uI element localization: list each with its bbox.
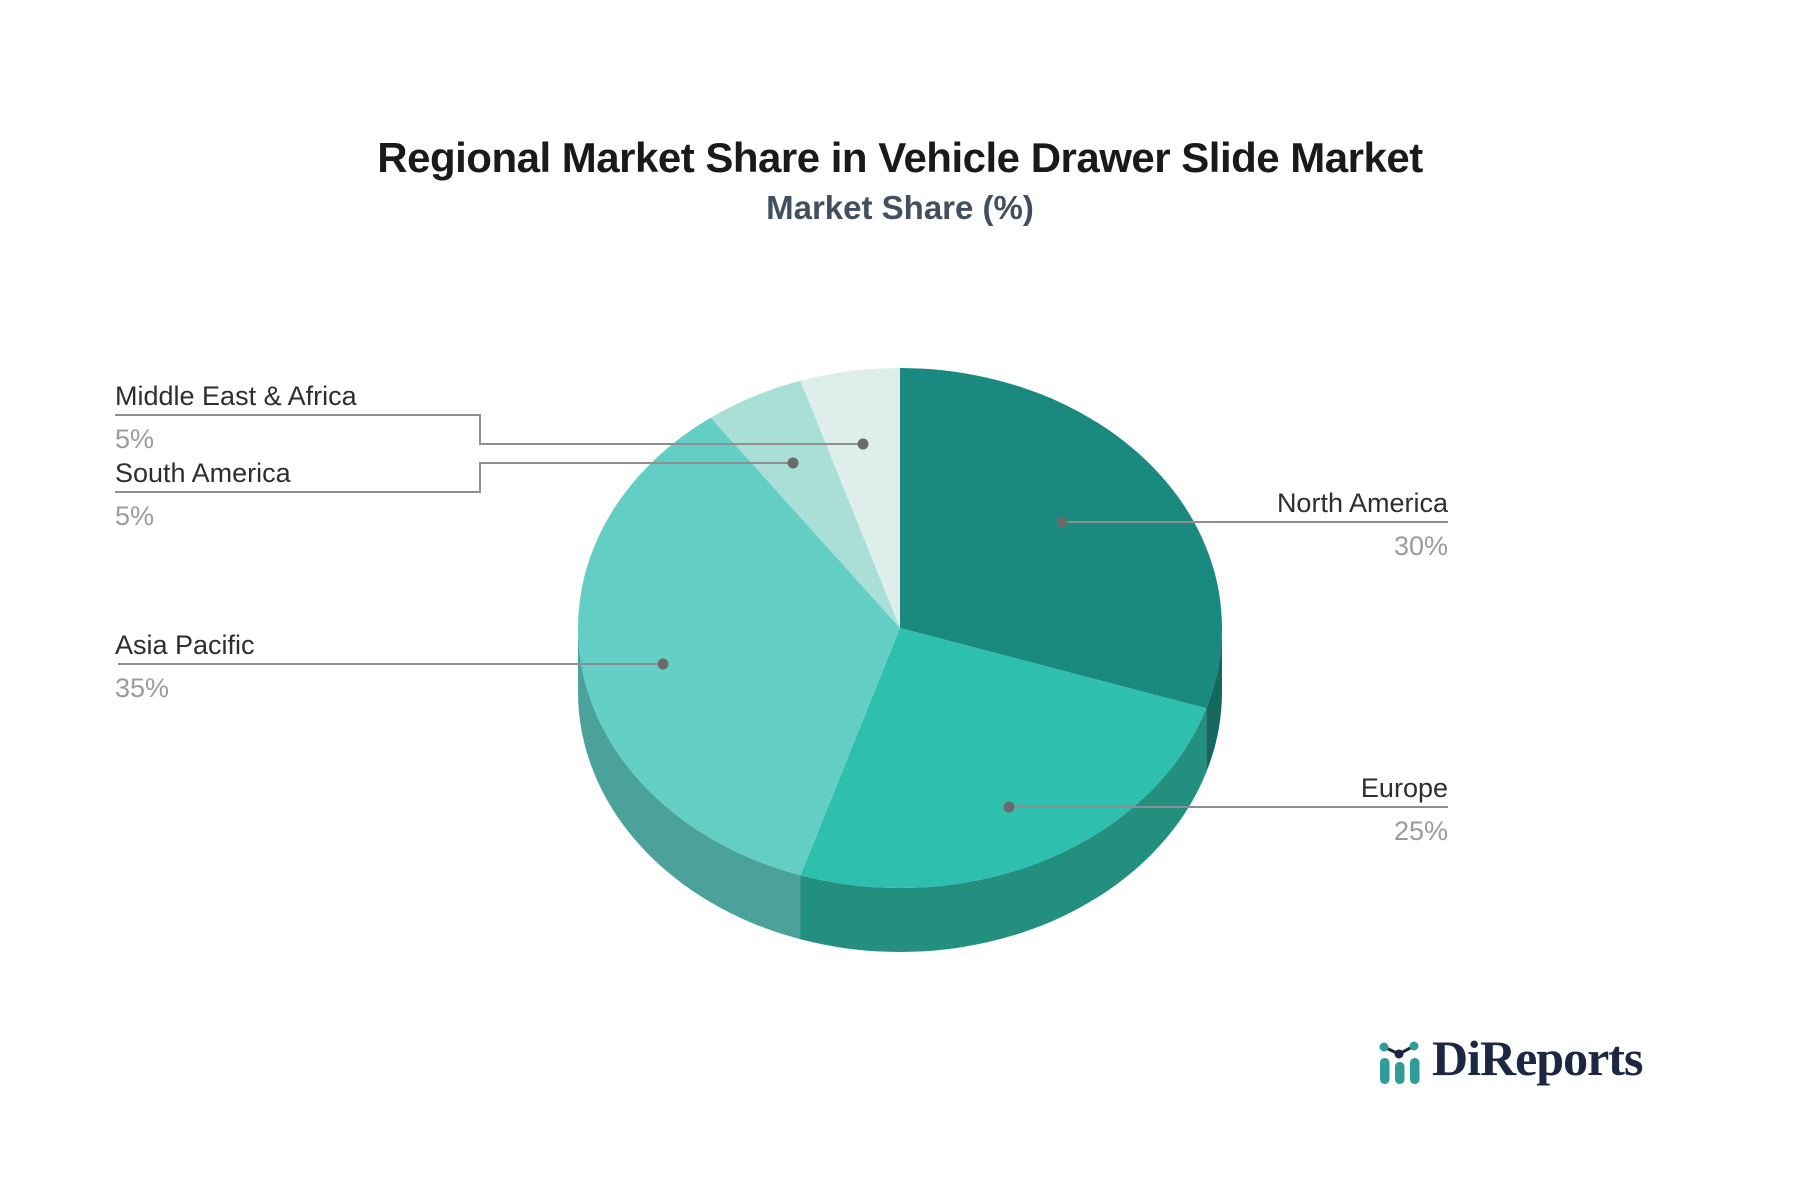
- callout-line: [115, 414, 863, 445]
- pie-slice-europe: [800, 628, 1207, 888]
- pie-slice-side-north-america: [1206, 628, 1222, 773]
- slice-label: Middle East & Africa: [115, 381, 357, 411]
- callout-dot: [787, 457, 799, 469]
- pie-slice-side-asia-pacific: [578, 628, 801, 940]
- slice-value: 5%: [115, 501, 155, 531]
- slice-label: North America: [1276, 488, 1448, 518]
- pie-slice-south-america: [710, 380, 900, 628]
- callout-dot: [857, 438, 869, 450]
- pie-slice-side-europe: [800, 708, 1207, 952]
- slice-value: 30%: [1393, 531, 1448, 561]
- callout-dot: [1056, 516, 1068, 528]
- slice-label: Asia Pacific: [115, 630, 255, 660]
- callout-south-america: South America 5%: [115, 458, 291, 531]
- callout-line: [115, 462, 793, 493]
- chart-subtitle: Market Share (%): [766, 189, 1034, 226]
- bar-line-chart-icon: [1379, 1041, 1420, 1084]
- pie-slice-asia-pacific: [578, 417, 900, 876]
- callout-north-america: North America 30%: [1277, 488, 1448, 561]
- logo-text: DiReports: [1432, 1030, 1643, 1086]
- chart-title: Regional Market Share in Vehicle Drawer …: [377, 134, 1423, 181]
- callout-asia-pacific: Asia Pacific 35%: [115, 630, 255, 703]
- pie-slice-north-america: [900, 368, 1222, 709]
- slice-label: South America: [115, 458, 291, 488]
- direports-logo: DiReports: [1376, 1028, 1643, 1088]
- callout-europe: Europe 25%: [1361, 773, 1448, 846]
- callout-dot: [1003, 801, 1015, 813]
- slice-value: 5%: [115, 424, 155, 454]
- pie-slice-middle-east-africa: [800, 368, 900, 628]
- slice-label: Europe: [1360, 773, 1448, 803]
- slice-value: 25%: [1393, 816, 1448, 846]
- slice-value: 35%: [115, 673, 170, 703]
- callout-dot: [657, 658, 669, 670]
- callout-middle-east-africa: Middle East & Africa 5%: [115, 381, 357, 454]
